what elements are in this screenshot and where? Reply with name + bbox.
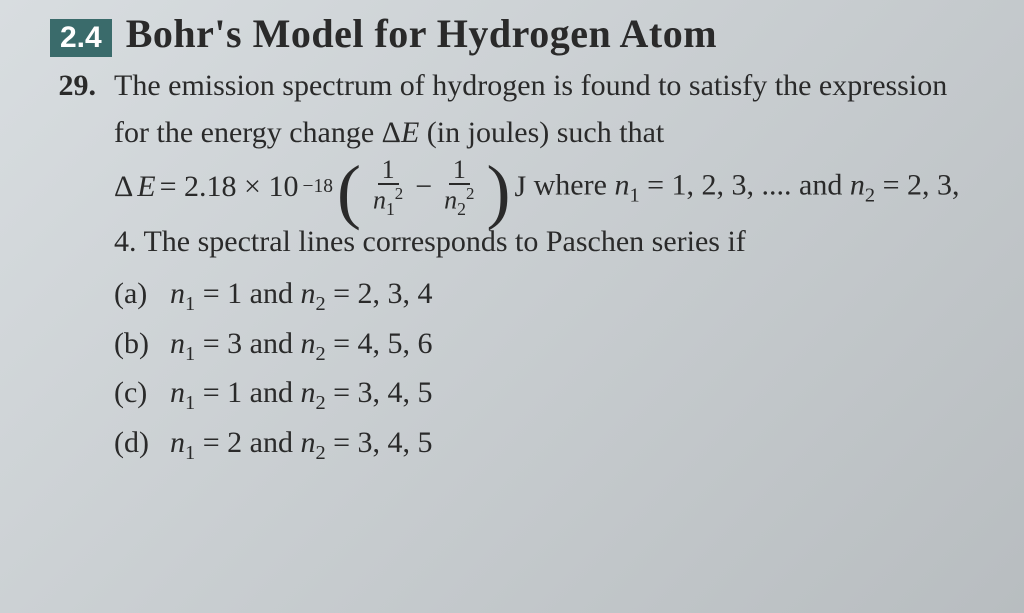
where-n2: n xyxy=(850,168,865,201)
opt-a-n1: n xyxy=(170,277,185,310)
option-d: (d) n1 = 2 and n2 = 3, 4, 5 xyxy=(114,420,984,470)
energy-equation: ΔE = 2.18 × 10−18 ( 1 n12 − 1 n22 ) J xyxy=(114,156,526,219)
section-title: Bohr's Model for Hydrogen Atom xyxy=(126,10,717,57)
opt-c-tail: = 3, 4, 5 xyxy=(326,376,433,409)
option-c: (c) n1 = 1 and n2 = 3, 4, 5 xyxy=(114,370,984,420)
option-b-label: (b) xyxy=(114,321,158,368)
opt-a-s2: 2 xyxy=(315,293,325,315)
opt-a-tail: = 2, 3, 4 xyxy=(326,277,433,310)
opt-d-s2: 2 xyxy=(315,442,325,464)
eq-minus: − xyxy=(415,164,432,211)
opt-c-n2: n xyxy=(300,376,315,409)
option-a-label: (a) xyxy=(114,271,158,318)
section-header: 2.4 Bohr's Model for Hydrogen Atom xyxy=(50,10,984,57)
option-a-text: n1 = 1 and n2 = 2, 3, 4 xyxy=(170,271,433,321)
fraction-2: 1 n22 xyxy=(440,156,478,219)
opt-c-mid: = 1 and xyxy=(195,376,300,409)
where-n1: n xyxy=(614,168,629,201)
option-c-label: (c) xyxy=(114,370,158,417)
where-n1-sub: 1 xyxy=(629,184,639,206)
opt-a-s1: 1 xyxy=(185,293,195,315)
opt-b-s2: 2 xyxy=(315,343,325,365)
opt-a-mid: = 1 and xyxy=(195,277,300,310)
delta-e-symbol: E xyxy=(401,116,419,149)
fraction-1: 1 n12 xyxy=(369,156,407,219)
opt-d-mid: = 2 and xyxy=(195,426,300,459)
option-a: (a) n1 = 1 and n2 = 2, 3, 4 xyxy=(114,271,984,321)
frac2-num: 1 xyxy=(449,156,470,185)
opt-b-n2: n xyxy=(300,327,315,360)
section-badge: 2.4 xyxy=(50,19,112,57)
frac2-sup: 2 xyxy=(466,184,474,203)
eq-e: E xyxy=(137,164,155,211)
opt-a-n2: n xyxy=(300,277,315,310)
opt-d-s1: 1 xyxy=(185,442,195,464)
question-text-1b: (in joules) such that xyxy=(419,116,664,149)
opt-b-s1: 1 xyxy=(185,343,195,365)
eq-unit: J xyxy=(514,164,526,211)
question-text-2a: where xyxy=(534,168,615,201)
opt-c-s2: 2 xyxy=(315,392,325,414)
frac2-sub: 2 xyxy=(457,199,466,219)
option-b: (b) n1 = 3 and n2 = 4, 5, 6 xyxy=(114,321,984,371)
opt-d-n2: n xyxy=(300,426,315,459)
where-n2-sub: 2 xyxy=(865,184,875,206)
frac2-n: n xyxy=(444,186,457,215)
frac1-den: n12 xyxy=(369,185,407,218)
where-vals1: = 1, 2, 3, .... and xyxy=(640,168,850,201)
option-d-text: n1 = 2 and n2 = 3, 4, 5 xyxy=(170,420,433,470)
textbook-page: 2.4 Bohr's Model for Hydrogen Atom 29. T… xyxy=(0,0,1024,480)
opt-b-tail: = 4, 5, 6 xyxy=(326,327,433,360)
frac1-sup: 2 xyxy=(395,184,403,203)
option-d-label: (d) xyxy=(114,420,158,467)
eq-coeff: = 2.18 × 10 xyxy=(160,164,299,211)
question-number: 29. xyxy=(50,63,96,470)
question-block: 29. The emission spectrum of hydrogen is… xyxy=(50,63,984,470)
opt-b-n1: n xyxy=(170,327,185,360)
opt-d-tail: = 3, 4, 5 xyxy=(326,426,433,459)
options-list: (a) n1 = 1 and n2 = 2, 3, 4 (b) n1 = 3 a… xyxy=(114,271,984,470)
eq-exponent: −18 xyxy=(302,172,333,202)
option-b-text: n1 = 3 and n2 = 4, 5, 6 xyxy=(170,321,433,371)
opt-d-n1: n xyxy=(170,426,185,459)
frac1-num: 1 xyxy=(378,156,399,185)
frac2-den: n22 xyxy=(440,185,478,218)
frac1-n: n xyxy=(373,186,386,215)
opt-b-mid: = 3 and xyxy=(195,327,300,360)
question-body: The emission spectrum of hydrogen is fou… xyxy=(114,63,984,470)
opt-c-n1: n xyxy=(170,376,185,409)
opt-c-s1: 1 xyxy=(185,392,195,414)
frac1-sub: 1 xyxy=(386,199,395,219)
eq-delta: Δ xyxy=(114,164,133,211)
option-c-text: n1 = 1 and n2 = 3, 4, 5 xyxy=(170,370,433,420)
